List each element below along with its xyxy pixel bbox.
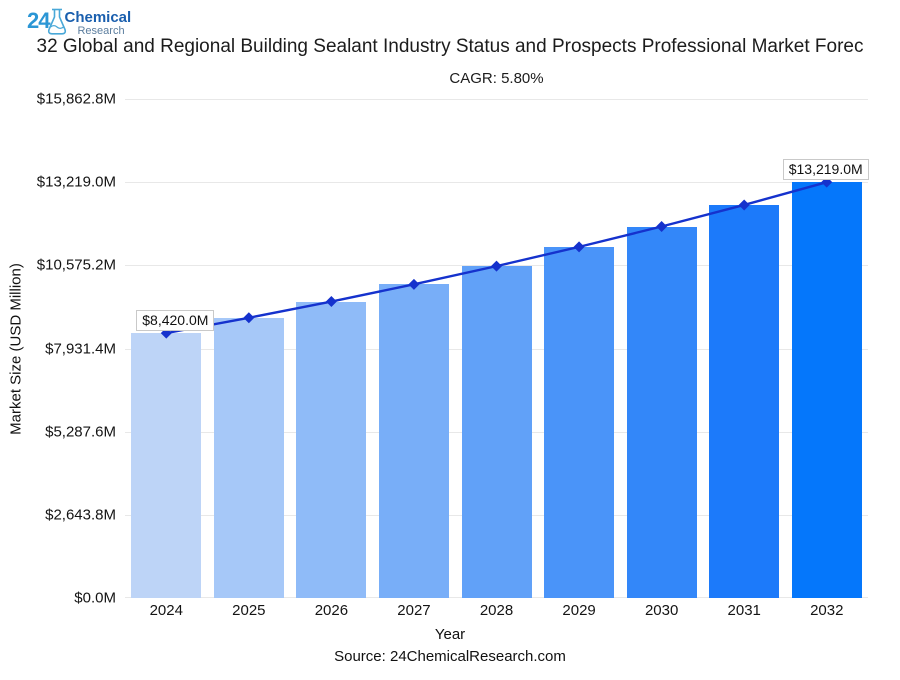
bar-slot	[620, 99, 703, 598]
gridline	[125, 99, 868, 100]
x-tick-label: 2027	[397, 602, 431, 619]
bar-slot	[373, 99, 456, 598]
y-tick-label: $0.0M	[74, 589, 116, 607]
x-axis-ticks: 2024 2025 2026 2027 2028 2029 2030 2031 2032	[125, 602, 868, 619]
marker-2031	[738, 199, 750, 211]
chart-title: 32 Global and Regional Building Sealant …	[36, 36, 864, 57]
plot-area: $8,420.0M $13,219.0M	[125, 99, 869, 598]
bar-slot	[125, 99, 208, 598]
bar-2027	[378, 284, 449, 598]
y-tick-label: $15,862.8M	[36, 90, 116, 108]
y-tick-label: $2,643.8M	[45, 506, 116, 524]
logo-subtext: Research	[77, 25, 125, 37]
logo-number: 24	[27, 8, 51, 33]
x-tick-label: 2029	[562, 602, 596, 619]
x-tick-label: 2024	[149, 602, 183, 619]
marker-2026	[325, 296, 337, 308]
logo-brand: Chemical	[64, 9, 132, 26]
y-tick-label: $10,575.2M	[36, 256, 116, 274]
x-tick-label: 2030	[644, 602, 679, 619]
bar-2028	[461, 266, 532, 598]
y-tick-label: $13,219.0M	[36, 173, 116, 191]
logo-text: Chemical Research	[64, 8, 131, 37]
bar-slot	[208, 99, 291, 598]
bar-2024	[131, 333, 202, 598]
flask-icon	[47, 8, 67, 41]
bar-2026	[296, 301, 367, 598]
cagr-subtitle: CAGR: 5.80%	[449, 70, 544, 87]
gridline	[125, 182, 868, 184]
bars	[125, 99, 868, 598]
bar-2025	[213, 317, 284, 598]
bar-slot	[290, 99, 373, 598]
bar-2029	[544, 246, 615, 598]
bar-2032	[791, 182, 862, 598]
annotation-first: $8,420.0M	[136, 310, 215, 332]
x-tick-label: 2028	[479, 602, 514, 619]
x-tick-label: 2032	[810, 602, 844, 619]
bar-slot	[455, 99, 538, 598]
bar-slot	[703, 99, 786, 598]
y-tick-label: $5,287.6M	[45, 423, 116, 441]
bar-2030	[626, 226, 697, 598]
trend-line	[166, 181, 828, 335]
marker-2027	[408, 278, 420, 290]
marker-2029	[573, 241, 585, 253]
logo: 24 Chemical Research	[27, 8, 131, 41]
marker-2030	[656, 221, 668, 233]
bar-2031	[709, 204, 780, 598]
x-tick-label: 2031	[727, 602, 761, 619]
x-tick-label: 2025	[232, 602, 266, 619]
marker-2032	[821, 176, 833, 188]
bar-slot	[786, 99, 869, 598]
source-caption: Source: 24ChemicalResearch.com	[334, 648, 566, 665]
trend-line-svg	[160, 176, 833, 339]
x-tick-label: 2026	[314, 602, 349, 619]
marker-2028	[491, 260, 502, 272]
annotation-last: $13,219.0M	[782, 159, 869, 181]
y-axis-ticks: $0.0M $2,643.8M $5,287.6M $7,931.4M $10,575.…	[0, 91, 116, 607]
marker-2025	[243, 312, 255, 324]
bar-slot	[538, 99, 621, 598]
x-axis-title: Year	[434, 626, 466, 643]
y-tick-label: $7,931.4M	[45, 340, 116, 357]
